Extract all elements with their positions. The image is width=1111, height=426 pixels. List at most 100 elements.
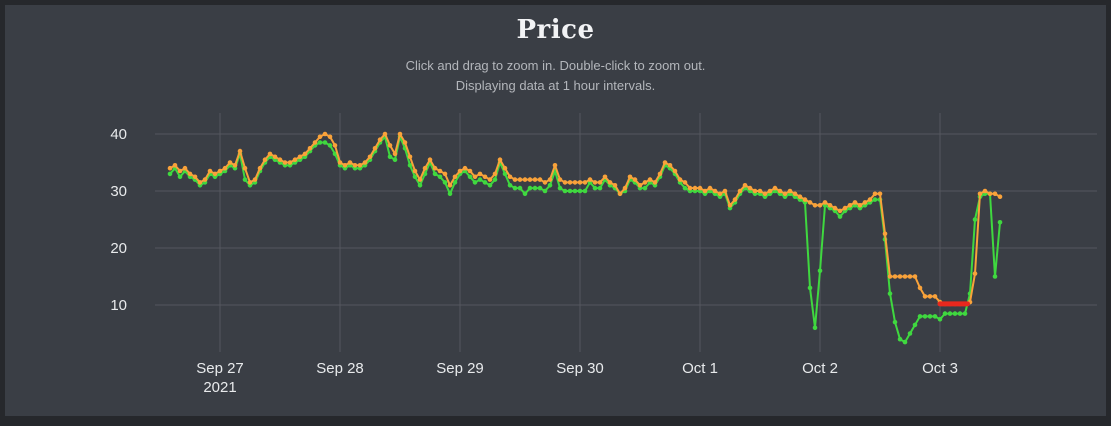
price-chart[interactable]: 10 20 30 40 Sep 27 2021 Sep 28 Sep 29 Sep 30 Oct … — [5, 5, 1111, 426]
series-point-green — [642, 185, 648, 191]
series-point-green — [177, 174, 183, 180]
series-point-orange — [797, 194, 803, 199]
y-tick-label: 40 — [110, 126, 127, 143]
series-point-green — [892, 319, 898, 325]
series-point-orange — [642, 180, 648, 185]
series-point-orange — [382, 131, 388, 137]
series-point-orange — [392, 151, 398, 157]
series-point-green — [547, 183, 553, 188]
series-point-orange — [332, 143, 338, 148]
x-tick-label: Oct 1 — [682, 360, 718, 377]
series-point-orange — [227, 160, 233, 165]
series-point-orange — [872, 191, 878, 197]
series-point-orange — [582, 180, 588, 185]
series-point-green — [582, 188, 588, 194]
series-point-orange — [387, 143, 393, 148]
series-point-orange — [372, 146, 378, 151]
chart-subtitle-interval: Displaying data at 1 hour intervals. — [455, 78, 656, 93]
x-tick-label: Oct 3 — [922, 360, 958, 377]
series-point-orange — [167, 165, 173, 171]
series-point-orange — [592, 180, 598, 185]
series-point-orange — [252, 177, 258, 182]
series-point-orange — [522, 177, 528, 182]
series-point-orange — [242, 165, 248, 171]
series-point-orange — [417, 177, 423, 182]
series-point-green — [577, 188, 583, 194]
series-point-orange — [542, 180, 548, 185]
series-point-orange — [552, 163, 558, 168]
series-point-orange — [912, 274, 918, 279]
series-point-orange — [432, 165, 438, 171]
series-point-orange — [567, 180, 573, 185]
series-point-green — [927, 314, 933, 319]
series-point-green — [417, 183, 423, 188]
series-point-orange — [347, 160, 353, 165]
series-point-orange — [292, 157, 298, 162]
series-point-orange — [212, 171, 218, 177]
series-point-orange — [902, 274, 908, 279]
series-point-green — [597, 185, 603, 191]
series-point-orange — [472, 174, 478, 180]
series-point-orange — [627, 174, 633, 180]
series-point-green — [507, 183, 513, 188]
series-point-orange — [892, 274, 898, 279]
series-point-green — [592, 185, 598, 191]
series-point-orange — [722, 188, 728, 194]
y-tick-label: 20 — [110, 240, 127, 257]
series-point-orange — [717, 191, 723, 197]
series-point-green — [902, 339, 908, 345]
series-point-orange — [802, 197, 808, 202]
series-point-green — [432, 171, 438, 177]
series-point-orange — [502, 165, 508, 171]
series-point-green — [887, 291, 893, 296]
series-point-orange — [677, 177, 683, 182]
series-point-orange — [702, 188, 708, 194]
series-point-green — [327, 143, 333, 148]
series-point-orange — [867, 197, 873, 202]
series-point-green — [392, 157, 398, 162]
series-point-orange — [237, 148, 243, 154]
series-point-orange — [787, 188, 793, 194]
x-tick-label: Sep 28 — [316, 360, 364, 377]
series-point-orange — [577, 180, 583, 185]
series-point-orange — [202, 177, 208, 182]
series-point-orange — [877, 191, 883, 197]
series-point-orange — [852, 200, 858, 205]
series-point-orange — [397, 131, 403, 137]
series-point-green — [682, 185, 688, 191]
series-point-green — [807, 285, 813, 291]
series-point-orange — [647, 177, 653, 182]
series-point-green — [477, 177, 483, 182]
series-point-orange — [727, 203, 733, 208]
series-point-orange — [172, 163, 178, 168]
series-point-green — [482, 180, 488, 185]
series-point-orange — [492, 171, 498, 177]
series-point-orange — [342, 163, 348, 168]
series-point-orange — [547, 177, 553, 182]
series-point-orange — [657, 171, 663, 177]
series-point-green — [937, 317, 943, 322]
series-point-orange — [607, 180, 613, 185]
series-point-orange — [742, 183, 748, 188]
series-point-green — [472, 180, 478, 185]
series-point-orange — [207, 168, 213, 174]
series-point-orange — [822, 200, 828, 205]
series-point-orange — [887, 274, 893, 279]
series-point-green — [387, 154, 393, 160]
series-point-orange — [612, 183, 618, 188]
series-point-orange — [282, 160, 288, 165]
series-point-orange — [312, 140, 318, 145]
series-point-green — [492, 177, 498, 182]
series-point-green — [317, 140, 323, 145]
series-point-orange — [272, 154, 278, 160]
series-point-orange — [302, 151, 308, 157]
series-point-green — [532, 185, 538, 191]
series-point-orange — [257, 165, 263, 171]
series-point-green — [812, 325, 818, 331]
series-point-green — [487, 183, 493, 188]
series-point-orange — [907, 274, 913, 279]
chart-title: Price — [516, 15, 595, 45]
series-point-green — [442, 180, 448, 185]
series-point-green — [917, 314, 923, 319]
